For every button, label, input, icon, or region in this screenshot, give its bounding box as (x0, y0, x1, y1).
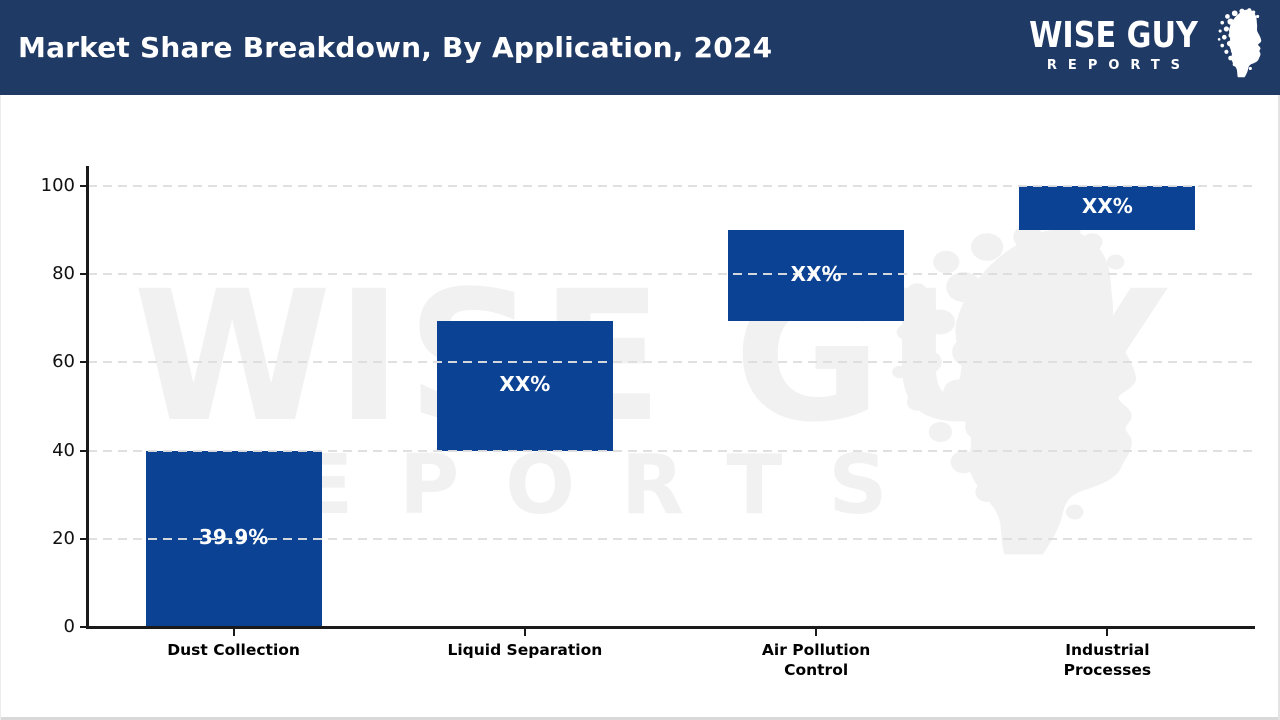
x-axis-category-label: Industrial Processes (957, 640, 1257, 680)
x-axis-category-line: Control (784, 661, 849, 679)
logo-text-block: WISE GUY REPORTS (1013, 15, 1214, 72)
bar-segment-2 (436, 321, 613, 452)
x-axis-category-line: Air Pollution (761, 641, 871, 659)
bar-value-label: XX% (499, 372, 551, 397)
bar-value-label: 39.9% (198, 525, 269, 550)
bar-segment-3 (728, 230, 905, 322)
bar-value-label: XX% (790, 261, 842, 286)
y-axis-tick-label: 40 (52, 439, 75, 461)
y-axis-tick-mark (80, 626, 88, 628)
y-axis-tick-mark (80, 273, 88, 276)
y-axis-tick-mark (80, 537, 88, 540)
x-axis-tick-mark (232, 629, 235, 636)
y-axis-tick-label: 0 (63, 616, 75, 637)
wiseguy-logo: WISE GUY REPORTS (1013, 7, 1268, 81)
chart-title: Market Share Breakdown, By Application, … (18, 31, 773, 64)
x-axis-line (86, 626, 1255, 629)
y-axis-line (86, 166, 89, 629)
gridline-60 (88, 361, 1253, 364)
gridline-80 (88, 273, 1253, 276)
bar-value-label: XX% (1081, 194, 1133, 219)
x-axis-tick-mark (523, 629, 526, 636)
x-axis-category-label: Liquid Separation (375, 640, 675, 660)
header-bar: Market Share Breakdown, By Application, … (0, 0, 1280, 95)
logo-subtext: REPORTS (1046, 57, 1192, 73)
x-axis-category-label: Dust Collection (84, 640, 384, 660)
gridline-20 (88, 537, 1253, 540)
gridline-100 (88, 185, 1253, 187)
y-axis-tick-label: 60 (52, 351, 75, 373)
y-axis-tick-label: 20 (52, 527, 75, 549)
y-axis-tick-mark (80, 449, 88, 452)
y-axis-tick-mark (80, 185, 88, 187)
y-axis-tick-mark (80, 361, 88, 364)
gridline-40 (88, 449, 1253, 452)
x-axis-category-line: Processes (1063, 661, 1152, 679)
x-axis-tick-mark (815, 629, 818, 636)
y-axis-tick-label: 80 (52, 263, 75, 285)
x-axis-tick-mark (1106, 629, 1109, 636)
x-axis-category-line: Dust Collection (167, 641, 300, 659)
y-axis-tick-label: 100 (40, 175, 75, 196)
logo-wordmark: WISE GUY (1029, 15, 1198, 57)
x-axis-category-line: Industrial (1065, 641, 1150, 659)
bar-segment-4 (1019, 186, 1196, 231)
x-axis-category-line: Liquid Separation (447, 641, 603, 659)
x-axis-category-label: Air Pollution Control (666, 640, 966, 680)
